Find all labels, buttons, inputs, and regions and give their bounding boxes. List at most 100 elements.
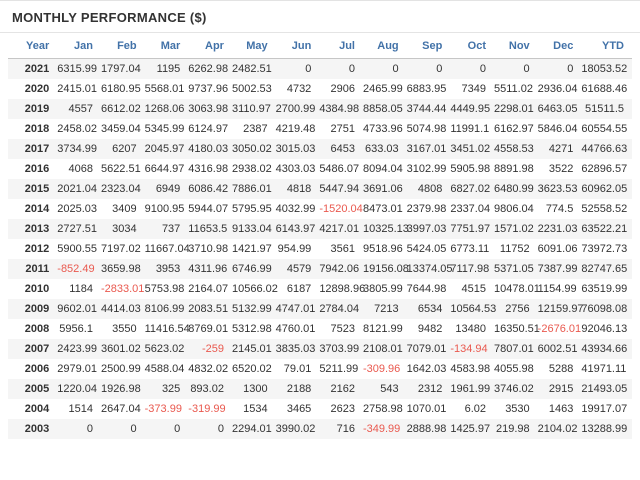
value-cell: 9133.04 (231, 223, 272, 235)
column-header-apr[interactable]: Apr (188, 33, 232, 59)
value-cell: 4760.01 (275, 323, 316, 335)
value-cell: 4557 (68, 103, 93, 115)
value-cell: 3623.53 (537, 183, 578, 195)
ytd-cell: 73972.73 (581, 243, 628, 255)
column-header-dec[interactable]: Dec (537, 33, 582, 59)
ytd-cell: 61688.46 (581, 83, 628, 95)
value-cell: 6612.02 (100, 103, 141, 115)
value-cell: 2162 (330, 383, 355, 395)
value-cell: 3953 (155, 263, 181, 275)
value-cell: 9518.96 (362, 243, 403, 255)
value-cell: 12159.97 (537, 303, 584, 315)
value-cell: 6162.97 (494, 123, 534, 135)
value-cell: 5623.02 (144, 343, 185, 355)
ytd-cell: 76098.08 (581, 303, 628, 315)
column-header-jan[interactable]: Jan (57, 33, 101, 59)
value-cell: 3997.03 (406, 223, 447, 235)
value-cell: 12898.96 (319, 283, 366, 295)
value-cell: 16350.51 (494, 323, 540, 335)
value-cell: 3746.02 (494, 383, 534, 395)
value-cell: 8473.01 (362, 203, 403, 215)
column-header-jun[interactable]: Jun (275, 33, 320, 59)
table-row-2017: 2017 3734.99 6207 2045.97 4180.03 3050.02 3015… (8, 139, 632, 159)
value-cell: 8769.01 (188, 323, 229, 335)
ytd-cell: 43934.66 (581, 343, 628, 355)
value-cell: 6453 (330, 143, 355, 155)
value-cell: 4217.01 (319, 223, 360, 235)
value-cell: 6883.95 (406, 83, 447, 95)
value-cell: 1425.97 (450, 423, 491, 435)
year-cell: 2008 (24, 323, 50, 335)
value-cell: 6644.97 (144, 163, 185, 175)
value-cell: -319.99 (188, 403, 226, 415)
value-cell: 2465.99 (362, 83, 403, 95)
value-cell: 1184 (69, 283, 93, 295)
column-header-oct[interactable]: Oct (450, 33, 494, 59)
value-cell: 4316.98 (188, 163, 229, 175)
value-cell: 7117.98 (450, 263, 490, 275)
value-cell: 3805.99 (362, 283, 403, 295)
column-header-ytd[interactable]: YTD (581, 33, 632, 59)
value-cell: 1571.02 (494, 223, 534, 235)
value-cell: 219.98 (496, 423, 530, 435)
column-header-may[interactable]: May (231, 33, 276, 59)
value-cell: 4747.01 (275, 303, 316, 315)
year-cell: 2017 (24, 143, 50, 155)
value-cell: 5288 (548, 363, 574, 375)
value-cell: 8106.99 (144, 303, 185, 315)
value-cell: 3744.44 (406, 103, 447, 115)
value-cell: 6520.02 (231, 363, 272, 375)
column-header-sep[interactable]: Sep (406, 33, 451, 59)
column-header-year[interactable]: Year (8, 33, 58, 59)
value-cell: 5312.98 (231, 323, 272, 335)
value-cell: 6187 (286, 283, 312, 295)
value-cell: 11752 (499, 243, 530, 255)
year-cell: 2009 (24, 303, 50, 315)
value-cell: 0 (392, 63, 399, 75)
value-cell: 1514 (68, 403, 93, 415)
value-cell: 0 (479, 63, 486, 75)
table-header-row: Year Jan Feb Mar Apr May Jun Jul Aug Sep Oct Nov Dec… (8, 33, 632, 59)
year-cell: 2004 (24, 403, 50, 415)
value-cell: 5622.51 (100, 163, 141, 175)
value-cell: 3561 (330, 243, 355, 255)
value-cell: 6143.97 (275, 223, 316, 235)
value-cell: -259 (201, 343, 224, 355)
value-cell: 4414.03 (100, 303, 141, 315)
ytd-cell: 60554.55 (581, 123, 628, 135)
value-cell: 10564.53 (450, 303, 497, 315)
value-cell: 8858.05 (362, 103, 403, 115)
value-cell: 4588.04 (144, 363, 185, 375)
value-cell: 2045.97 (144, 143, 185, 155)
value-cell: 6124.97 (188, 123, 229, 135)
table-row-2015: 2015 2021.04 2323.04 6949 6086.42 7886.01 4818… (8, 179, 632, 199)
column-header-mar[interactable]: Mar (144, 33, 189, 59)
value-cell: 0 (305, 63, 312, 75)
table-row-2005: 2005 1220.04 1926.98 325 893.02 1300 2188 2162 5… (8, 379, 632, 399)
value-cell: 4271 (548, 143, 574, 155)
value-cell: 1268.06 (144, 103, 185, 115)
value-cell: 2647.04 (100, 403, 141, 415)
value-cell: 9482 (417, 323, 443, 335)
ytd-cell: 52558.52 (581, 203, 628, 215)
value-cell: 2415.01 (57, 83, 98, 95)
value-cell: 0 (86, 423, 93, 435)
value-cell: 2751 (330, 123, 355, 135)
ytd-cell: 19917.07 (581, 403, 628, 415)
value-cell: 3050.02 (231, 143, 272, 155)
value-cell: 2312 (417, 383, 443, 395)
column-header-nov[interactable]: Nov (494, 33, 538, 59)
value-cell: 2458.02 (57, 123, 98, 135)
column-header-feb[interactable]: Feb (100, 33, 145, 59)
value-cell: 0 (523, 63, 530, 75)
value-cell: 5447.94 (319, 183, 360, 195)
value-cell: 5211.99 (319, 363, 359, 375)
value-cell: 2025.03 (57, 203, 98, 215)
column-header-aug[interactable]: Aug (362, 33, 407, 59)
table-row-2012: 2012 5900.55 7197.02 11667.04 3710.98 1421.97… (8, 239, 632, 259)
column-header-jul[interactable]: Jul (319, 33, 363, 59)
value-cell: 5944.07 (188, 203, 229, 215)
value-cell: 0 (174, 423, 181, 435)
value-cell: 2623 (330, 403, 355, 415)
